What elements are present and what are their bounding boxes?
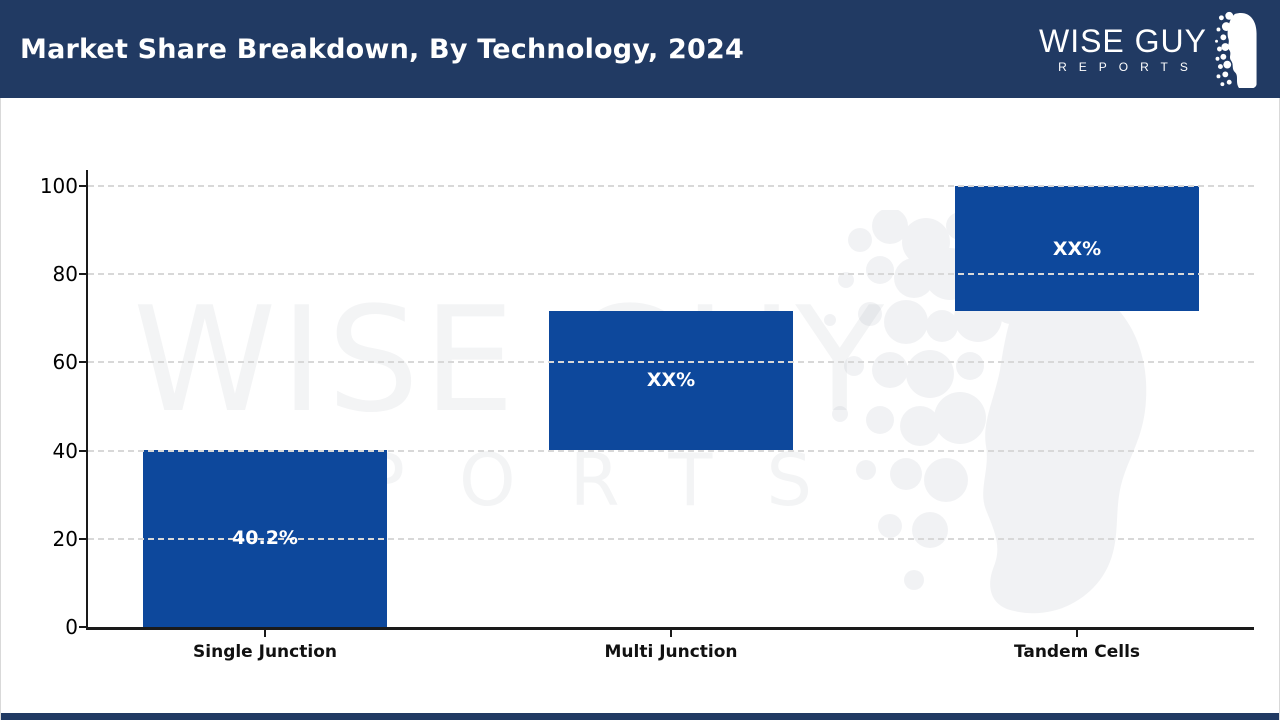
x-tick-mark <box>1076 629 1078 637</box>
left-border-line <box>0 98 1 720</box>
y-tick-label-60: 60 <box>52 350 78 375</box>
gridline-100 <box>88 185 1254 187</box>
wiseguy-logo-text: WISE GUY REPORTS <box>1039 24 1207 74</box>
logo-reports-text: REPORTS <box>1058 60 1200 74</box>
bar-value-label-single-junction: 40.2% <box>232 527 298 550</box>
bar-value-label-tandem-cells: XX% <box>1052 237 1102 260</box>
y-tick-mark <box>79 537 86 540</box>
y-tick-mark <box>79 449 86 452</box>
gridline-80 <box>88 273 1254 276</box>
y-tick-mark <box>79 185 86 187</box>
x-axis-line <box>85 627 1254 630</box>
x-tick-label-multi-junction: Multi Junction <box>604 642 738 662</box>
wiseguy-logo: WISE GUY REPORTS <box>1039 8 1266 90</box>
y-tick-mark <box>79 273 86 276</box>
y-tick-label-80: 80 <box>52 262 78 287</box>
bar-value-label-multi-junction: XX% <box>646 369 696 392</box>
x-tick-mark <box>670 629 672 637</box>
y-axis-line <box>85 170 88 630</box>
gridline-60 <box>88 361 1254 364</box>
y-tick-label-20: 20 <box>52 526 78 551</box>
page-title: Market Share Breakdown, By Technology, 2… <box>20 33 745 65</box>
x-tick-label-single-junction: Single Junction <box>193 642 337 662</box>
gridline-40 <box>88 449 1254 452</box>
x-tick-mark <box>264 629 266 637</box>
gridline-20 <box>88 537 1254 540</box>
header-bar: Market Share Breakdown, By Technology, 2… <box>0 0 1280 98</box>
y-tick-label-40: 40 <box>52 438 78 463</box>
x-tick-label-tandem-cells: Tandem Cells <box>1013 642 1141 662</box>
bar-tandem-cells <box>955 186 1199 312</box>
y-tick-label-100: 100 <box>39 174 78 198</box>
y-tick-mark <box>79 361 86 364</box>
bar-multi-junction <box>549 311 793 450</box>
y-tick-label-0: 0 <box>65 615 78 639</box>
y-tick-mark <box>79 626 86 628</box>
wiseguy-face-icon <box>1215 11 1257 89</box>
logo-brand-text: WISE GUY <box>1038 23 1207 59</box>
footer-bar <box>0 713 1280 720</box>
